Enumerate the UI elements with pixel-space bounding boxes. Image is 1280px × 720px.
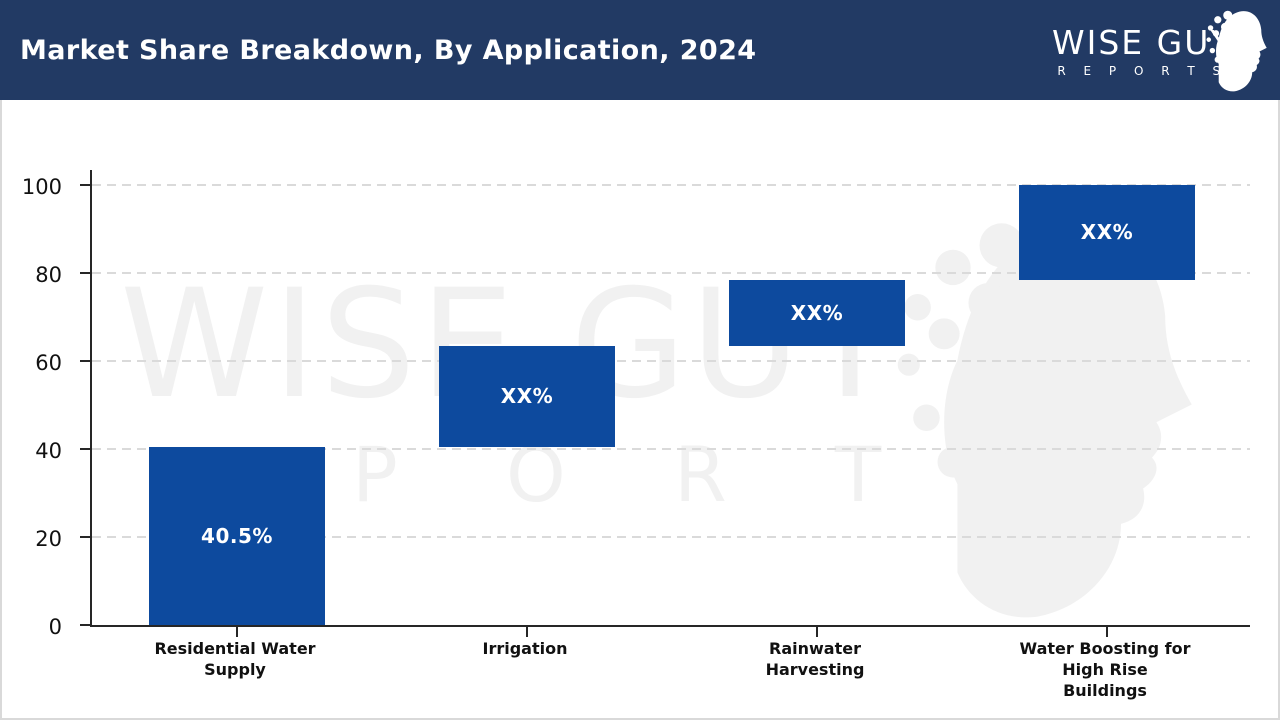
page-title: Market Share Breakdown, By Application, … [20,34,757,66]
y-tick-20 [80,536,90,538]
category-label-water-boosting-for-high-rise-buildings: Water Boosting for High Rise Buildings [1019,639,1191,700]
y-tick-label-40: 40 [35,439,62,463]
category-label-residential-water-supply: Residential Water Supply [154,639,316,679]
bar-value-label-irrigation: XX% [500,384,554,409]
y-tick-0 [80,624,90,626]
bar-value-label-rainwater-harvesting: XX% [790,300,844,325]
gridline-20 [92,536,1250,538]
gridline-60 [92,360,1250,362]
y-tick-label-0: 0 [48,615,62,639]
wise-guy-reports-logo: WISE GUY R E P O R T S [1014,8,1274,94]
y-tick-label-100: 100 [21,175,62,199]
logo-wordmark-main: WISE GUY [1052,23,1233,62]
bar-rainwater-harvesting: XX% [729,279,905,346]
bar-residential-water-supply: 40.5% [149,446,325,625]
gridline-40 [92,448,1250,450]
y-tick-60 [80,360,90,362]
bar-value-label-residential-water-supply: 40.5% [201,523,273,548]
bar-irrigation: XX% [439,345,615,447]
x-tick-water-boosting-for-high-rise-buildings [1106,627,1108,637]
logo-wordmark-sub: R E P O R T S [1057,63,1228,78]
bar-water-boosting-for-high-rise-buildings: XX% [1019,185,1195,280]
logo-face-icon [1206,10,1267,92]
y-axis-labels: 0 20 40 60 80 100 [2,170,78,639]
x-tick-irrigation [526,627,528,637]
y-tick-80 [80,272,90,274]
y-tick-100 [80,184,90,186]
header-bar: Market Share Breakdown, By Application, … [0,0,1280,100]
y-tick-label-20: 20 [35,527,62,551]
x-tick-rainwater-harvesting [816,627,818,637]
gridline-100 [92,184,1250,186]
x-axis-labels: Residential Water Supply Irrigation Rainwa… [90,639,1250,714]
logo-wordmark: WISE GUY R E P O R T S [1052,23,1233,78]
y-tick-label-80: 80 [35,263,62,287]
y-tick-label-60: 60 [35,351,62,375]
plot-area: 40.5% XX% XX% XX% [80,170,1250,637]
bar-value-label-water-boosting-for-high-rise-buildings: XX% [1080,220,1134,245]
gridline-80 [92,272,1250,274]
x-tick-residential-water-supply [236,627,238,637]
category-label-irrigation: Irrigation [482,639,568,658]
category-label-rainwater-harvesting: Rainwater Harvesting [765,639,865,679]
y-tick-40 [80,448,90,450]
